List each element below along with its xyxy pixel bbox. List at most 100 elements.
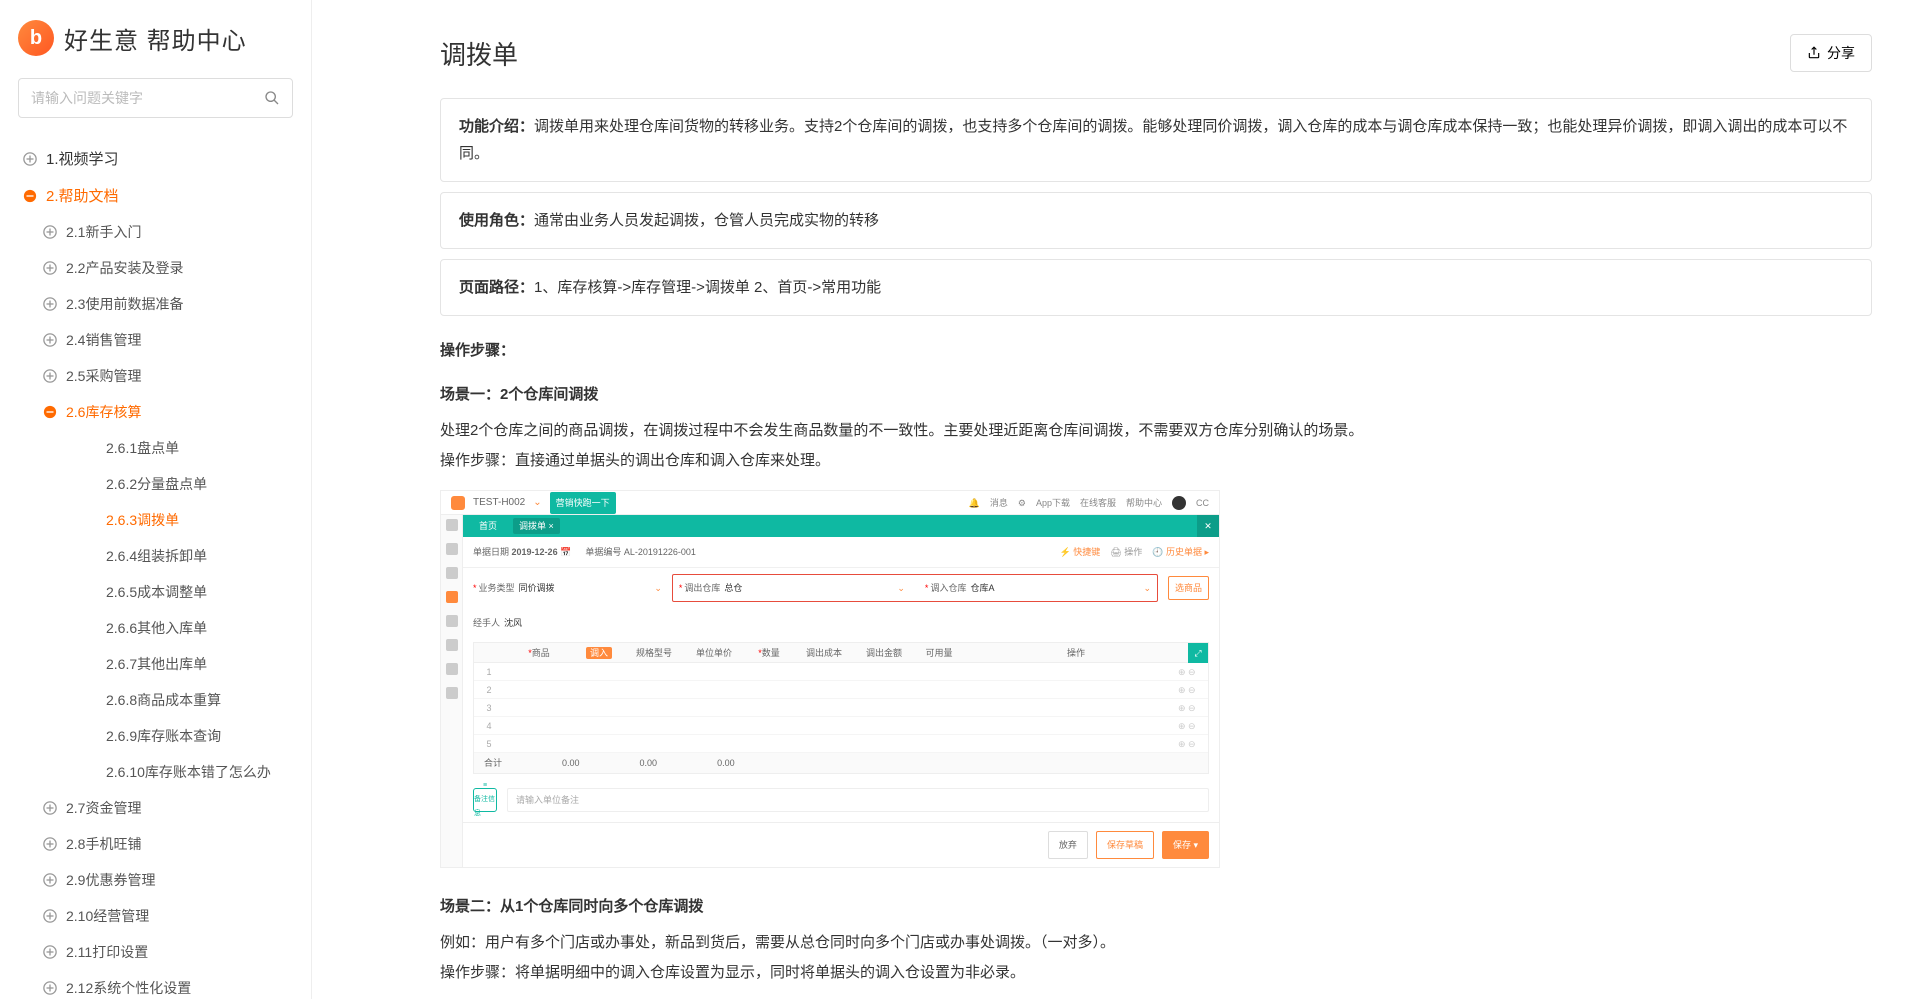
nav-item-2-5[interactable]: 2.5采购管理 bbox=[18, 358, 293, 394]
collapse-icon bbox=[22, 188, 38, 204]
expand-icon bbox=[42, 944, 58, 960]
list-icon bbox=[446, 567, 458, 579]
nav-item-2-12[interactable]: 2.12系统个性化设置 bbox=[18, 970, 293, 999]
logo-text: 好生意 帮助中心 bbox=[64, 21, 247, 56]
money-icon bbox=[446, 639, 458, 651]
nav-item-2-8[interactable]: 2.8手机旺铺 bbox=[18, 826, 293, 862]
expand-icon bbox=[42, 296, 58, 312]
nav-item-2-4[interactable]: 2.4销售管理 bbox=[18, 322, 293, 358]
nav-item-2-9[interactable]: 2.9优惠券管理 bbox=[18, 862, 293, 898]
mini-logo-icon bbox=[451, 496, 465, 510]
nav-item-2-6-4[interactable]: 2.6.4组装拆卸单 bbox=[18, 538, 293, 574]
intro-text: 调拨单用来处理仓库间货物的转移业务。支持2个仓库间的调拨，也支持多个仓库间的调拨… bbox=[459, 118, 1847, 162]
expand-icon bbox=[42, 260, 58, 276]
scene2-p2: 操作步骤：将单据明细中的调入仓库设置为显示，同时将单据头的调入仓设置为非必录。 bbox=[440, 958, 1872, 988]
nav-item-2-6-2[interactable]: 2.6.2分量盘点单 bbox=[18, 466, 293, 502]
nav-item-video[interactable]: 1.视频学习 bbox=[18, 140, 293, 177]
nav-item-2-11[interactable]: 2.11打印设置 bbox=[18, 934, 293, 970]
app-icon: ⚙ bbox=[1018, 494, 1026, 512]
path-text: 1、库存核算->库存管理->调拨单 2、首页->常用功能 bbox=[534, 279, 881, 296]
nav-item-2-6-1[interactable]: 2.6.1盘点单 bbox=[18, 430, 293, 466]
avatar-icon bbox=[1172, 496, 1186, 510]
close-icon: ✕ bbox=[1197, 515, 1219, 537]
role-text: 通常由业务人员发起调拨，仓管人员完成实物的转移 bbox=[534, 212, 879, 229]
nav-item-2-3[interactable]: 2.3使用前数据准备 bbox=[18, 286, 293, 322]
article-body: 操作步骤： 场景一：2个仓库间调拨 处理2个仓库之间的商品调拨，在调拨过程中不会… bbox=[440, 336, 1872, 999]
scene1-title: 场景一：2个仓库间调拨 bbox=[440, 380, 1872, 410]
share-button[interactable]: 分享 bbox=[1790, 34, 1872, 72]
page-header: 调拨单 分享 bbox=[440, 34, 1872, 72]
scene2-title: 场景二：从1个仓库同时向多个仓库调拨 bbox=[440, 892, 1872, 922]
expand-icon bbox=[42, 908, 58, 924]
chevron-down-icon: ⌄ bbox=[1143, 579, 1151, 597]
expand-icon bbox=[42, 368, 58, 384]
logo: b 好生意 帮助中心 bbox=[18, 20, 293, 56]
expand-icon bbox=[42, 836, 58, 852]
nav-item-2-6-10[interactable]: 2.6.10库存账本错了怎么办 bbox=[18, 754, 293, 790]
nav-item-2-6-3[interactable]: 2.6.3调拨单 bbox=[18, 502, 293, 538]
path-label: 页面路径： bbox=[459, 279, 534, 296]
sidebar: b 好生意 帮助中心 1.视频学习 2.帮助文档 2.1新手入门 2.2产品安装… bbox=[0, 0, 312, 999]
nav-item-2-6-5[interactable]: 2.6.5成本调整单 bbox=[18, 574, 293, 610]
expand-icon bbox=[42, 980, 58, 996]
collapse-icon bbox=[42, 404, 58, 420]
chart-icon bbox=[446, 615, 458, 627]
nav-item-2-6-9[interactable]: 2.6.9库存账本查询 bbox=[18, 718, 293, 754]
nav-item-2-2[interactable]: 2.2产品安装及登录 bbox=[18, 250, 293, 286]
ss-table: *商品 调入 规格型号 单位单价 *数量 调出成本 调出金额 可用量 操作 ⤢ bbox=[473, 642, 1209, 774]
tab-doc: 调拨单 × bbox=[513, 518, 560, 534]
path-box: 页面路径：1、库存核算->库存管理->调拨单 2、首页->常用功能 bbox=[440, 259, 1872, 316]
scene1-p2: 操作步骤：直接通过单据头的调出仓库和调入仓库来处理。 bbox=[440, 446, 1872, 476]
ss-testcode: TEST-H002 bbox=[473, 493, 525, 513]
nav-item-2-10[interactable]: 2.10经营管理 bbox=[18, 898, 293, 934]
expand-icon bbox=[42, 224, 58, 240]
page-title: 调拨单 bbox=[440, 35, 518, 72]
calendar-icon: 📅 bbox=[560, 547, 571, 557]
expand-icon bbox=[42, 332, 58, 348]
ss-topbar: TEST-H002 ⌄ 营销快跑一下 🔔消息 ⚙App下载 在线客服 帮助中心 … bbox=[441, 491, 1219, 515]
role-label: 使用角色： bbox=[459, 212, 534, 229]
shop-icon bbox=[446, 663, 458, 675]
logo-icon: b bbox=[18, 20, 54, 56]
intro-label: 功能介绍： bbox=[459, 118, 534, 135]
draft-button: 保存草稿 bbox=[1096, 831, 1154, 859]
box-icon bbox=[446, 591, 458, 603]
expand-icon bbox=[42, 872, 58, 888]
nav-item-2-7[interactable]: 2.7资金管理 bbox=[18, 790, 293, 826]
chevron-down-icon: ⌄ bbox=[897, 579, 905, 597]
scene1-p1: 处理2个仓库之间的商品调拨，在调拨过程中不会发生商品数量的不一致性。主要处理近距… bbox=[440, 416, 1872, 446]
nav-tree: 1.视频学习 2.帮助文档 2.1新手入门 2.2产品安装及登录 2.3使用前数… bbox=[18, 140, 293, 999]
expand-icon bbox=[42, 800, 58, 816]
gear-icon bbox=[446, 687, 458, 699]
nav-item-2-1[interactable]: 2.1新手入门 bbox=[18, 214, 293, 250]
remark-icon: ≡备注信息 bbox=[473, 788, 497, 812]
search-box[interactable] bbox=[18, 78, 293, 118]
nav-item-2-6[interactable]: 2.6库存核算 bbox=[18, 394, 293, 430]
pick-goods-button: 选商品 bbox=[1168, 576, 1209, 600]
ss-try-button: 营销快跑一下 bbox=[550, 492, 616, 514]
bell-icon: 🔔 bbox=[969, 494, 980, 512]
home-icon bbox=[446, 519, 458, 531]
nav-item-2-6-6[interactable]: 2.6.6其他入库单 bbox=[18, 610, 293, 646]
share-icon bbox=[1807, 46, 1821, 60]
doc-icon bbox=[446, 543, 458, 555]
chevron-down-icon: ⌄ bbox=[654, 579, 662, 597]
expand-icon bbox=[22, 151, 38, 167]
nav-item-2-6-8[interactable]: 2.6.8商品成本重算 bbox=[18, 682, 293, 718]
nav-item-2-6-7[interactable]: 2.6.7其他出库单 bbox=[18, 646, 293, 682]
role-box: 使用角色：通常由业务人员发起调拨，仓管人员完成实物的转移 bbox=[440, 192, 1872, 249]
remark-input: 请输入单位备注 bbox=[507, 788, 1209, 812]
intro-box: 功能介绍：调拨单用来处理仓库间货物的转移业务。支持2个仓库间的调拨，也支持多个仓… bbox=[440, 98, 1872, 182]
discard-button: 放弃 bbox=[1048, 831, 1088, 859]
tab-home: 首页 bbox=[473, 517, 503, 535]
steps-title: 操作步骤： bbox=[440, 336, 1872, 366]
scene2-p1: 例如：用户有多个门店或办事处，新品到货后，需要从总仓同时向多个门店或办事处调拨。… bbox=[440, 928, 1872, 958]
chevron-down-icon: ⌄ bbox=[533, 493, 541, 513]
share-label: 分享 bbox=[1827, 43, 1855, 63]
search-input[interactable] bbox=[31, 90, 264, 106]
screenshot-1: TEST-H002 ⌄ 营销快跑一下 🔔消息 ⚙App下载 在线客服 帮助中心 … bbox=[440, 490, 1220, 868]
main-content: 调拨单 分享 功能介绍：调拨单用来处理仓库间货物的转移业务。支持2个仓库间的调拨… bbox=[312, 0, 1920, 999]
ss-tabs: 首页 调拨单 × ✕ bbox=[463, 515, 1219, 537]
expand-icon: ⤢ bbox=[1188, 643, 1208, 663]
nav-item-help-docs[interactable]: 2.帮助文档 bbox=[18, 177, 293, 214]
